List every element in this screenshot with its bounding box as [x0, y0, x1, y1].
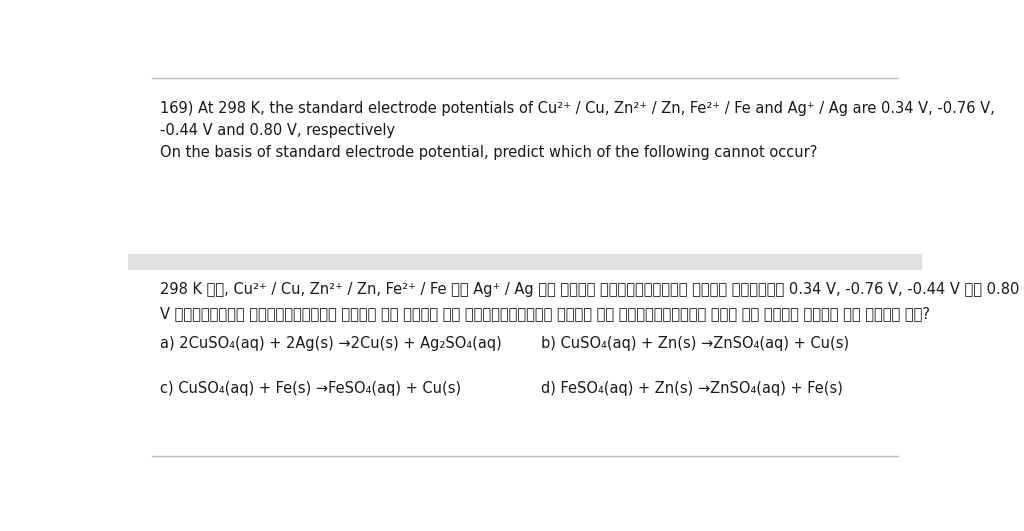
Text: V हैं।मानक इलेक्ट्रोड विभव के आधार पर भविष्यवाणी करें कि निम्नलिखित में से क्या : V हैं।मानक इलेक्ट्रोड विभव के आधार पर भव…: [160, 306, 930, 321]
Text: a) 2CuSO₄(aq) + 2Ag(s) →2Cu(s) + Ag₂SO₄(aq): a) 2CuSO₄(aq) + 2Ag(s) →2Cu(s) + Ag₂SO₄(…: [160, 336, 502, 350]
Text: 298 K पर, Cu²⁺ / Cu, Zn²⁺ / Zn, Fe²⁺ / Fe और Ag⁺ / Ag के मानक इलेक्ट्रोड विभव क्: 298 K पर, Cu²⁺ / Cu, Zn²⁺ / Zn, Fe²⁺ / F…: [160, 282, 1019, 297]
Text: b) CuSO₄(aq) + Zn(s) →ZnSO₄(aq) + Cu(s): b) CuSO₄(aq) + Zn(s) →ZnSO₄(aq) + Cu(s): [541, 336, 849, 350]
Text: 169) At 298 K, the standard electrode potentials of Cu²⁺ / Cu, Zn²⁺ / Zn, Fe²⁺ /: 169) At 298 K, the standard electrode po…: [160, 100, 994, 116]
Text: On the basis of standard electrode potential, predict which of the following can: On the basis of standard electrode poten…: [160, 145, 817, 160]
Text: d) FeSO₄(aq) + Zn(s) →ZnSO₄(aq) + Fe(s): d) FeSO₄(aq) + Zn(s) →ZnSO₄(aq) + Fe(s): [541, 381, 843, 396]
Text: -0.44 V and 0.80 V, respectively: -0.44 V and 0.80 V, respectively: [160, 123, 395, 138]
Bar: [128, 254, 922, 270]
Text: c) CuSO₄(aq) + Fe(s) →FeSO₄(aq) + Cu(s): c) CuSO₄(aq) + Fe(s) →FeSO₄(aq) + Cu(s): [160, 381, 461, 396]
